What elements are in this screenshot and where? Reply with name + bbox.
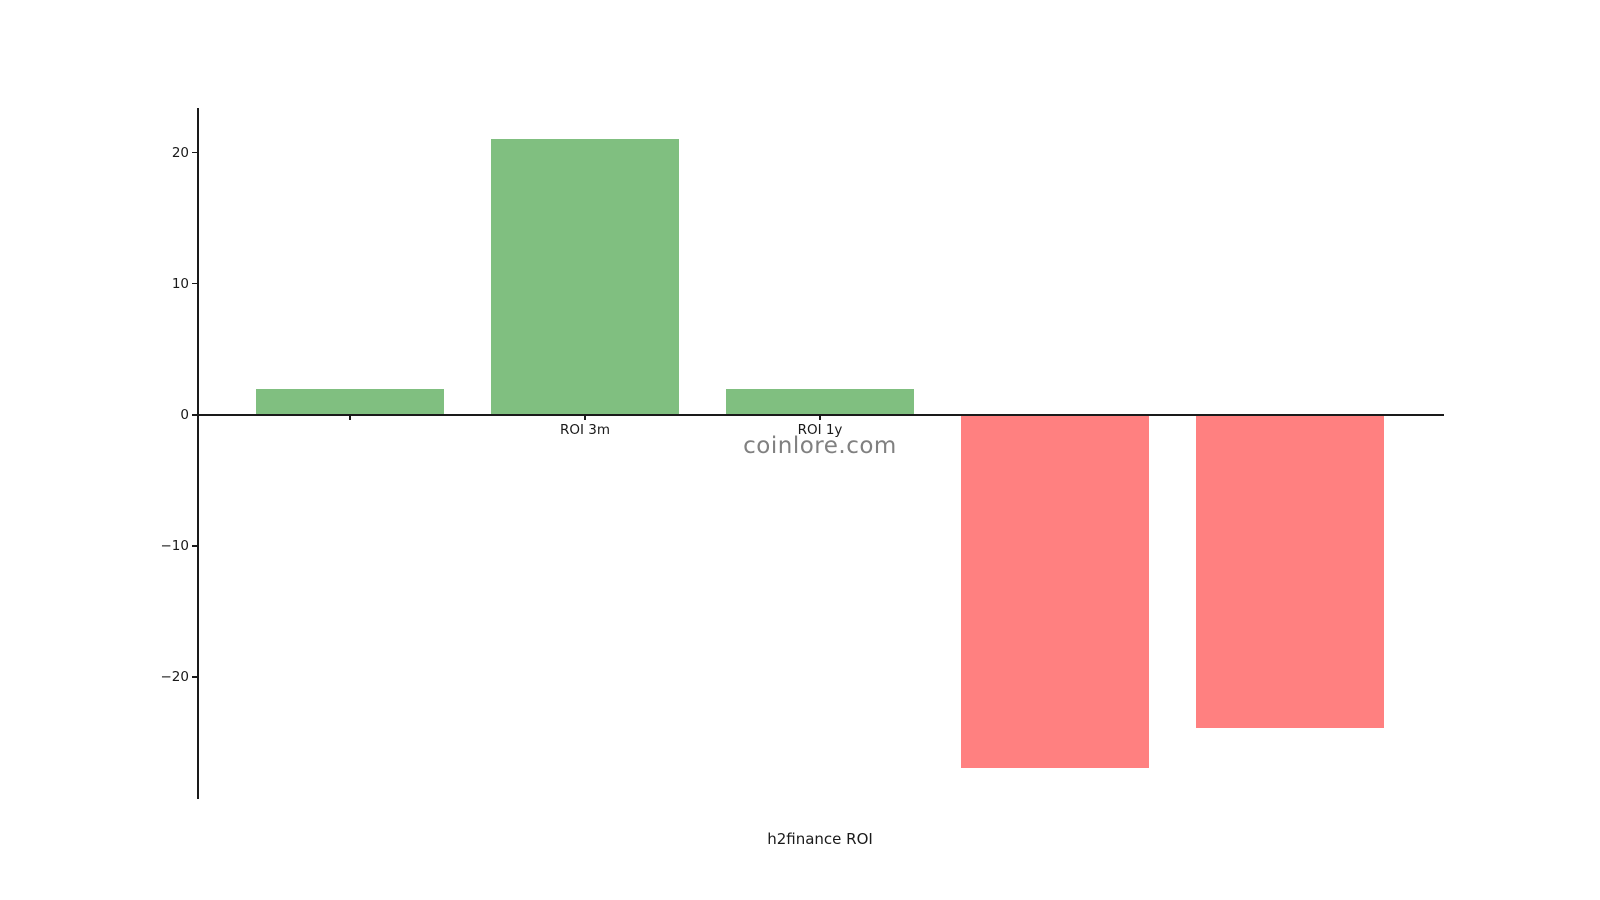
y-tick-mark — [192, 282, 197, 285]
y-tick-label: 20 — [171, 144, 189, 161]
y-tick-label: −20 — [160, 669, 190, 686]
bar-unlabeled-0 — [256, 388, 444, 415]
y-axis-line — [197, 108, 199, 799]
x-tick-mark — [584, 414, 586, 420]
y-tick-label: 0 — [180, 406, 189, 423]
y-tick-mark — [192, 414, 197, 416]
x-tick-label: ROI 3m — [559, 421, 611, 438]
y-tick-label: −10 — [160, 537, 190, 554]
zero-baseline — [198, 414, 1444, 416]
y-tick-mark — [192, 545, 197, 547]
bar-unlabeled-3 — [961, 414, 1149, 768]
watermark-text: coinlore.com — [743, 433, 897, 459]
y-tick-mark — [192, 676, 197, 678]
y-tick-mark — [192, 151, 197, 154]
y-tick-label: 10 — [171, 275, 189, 292]
x-tick-mark — [819, 414, 821, 420]
bar-roi-1y — [726, 388, 914, 415]
bar-unlabeled-4 — [1196, 414, 1384, 729]
plot-area: ROI 3m ROI 1y 20 10 0 −10 −20 — [161, 108, 1444, 799]
chart-title: h2finance ROI — [767, 830, 873, 848]
x-tick-mark — [349, 414, 351, 420]
x-tick-label: ROI 1y — [797, 421, 843, 438]
bar-roi-3m — [491, 139, 679, 415]
